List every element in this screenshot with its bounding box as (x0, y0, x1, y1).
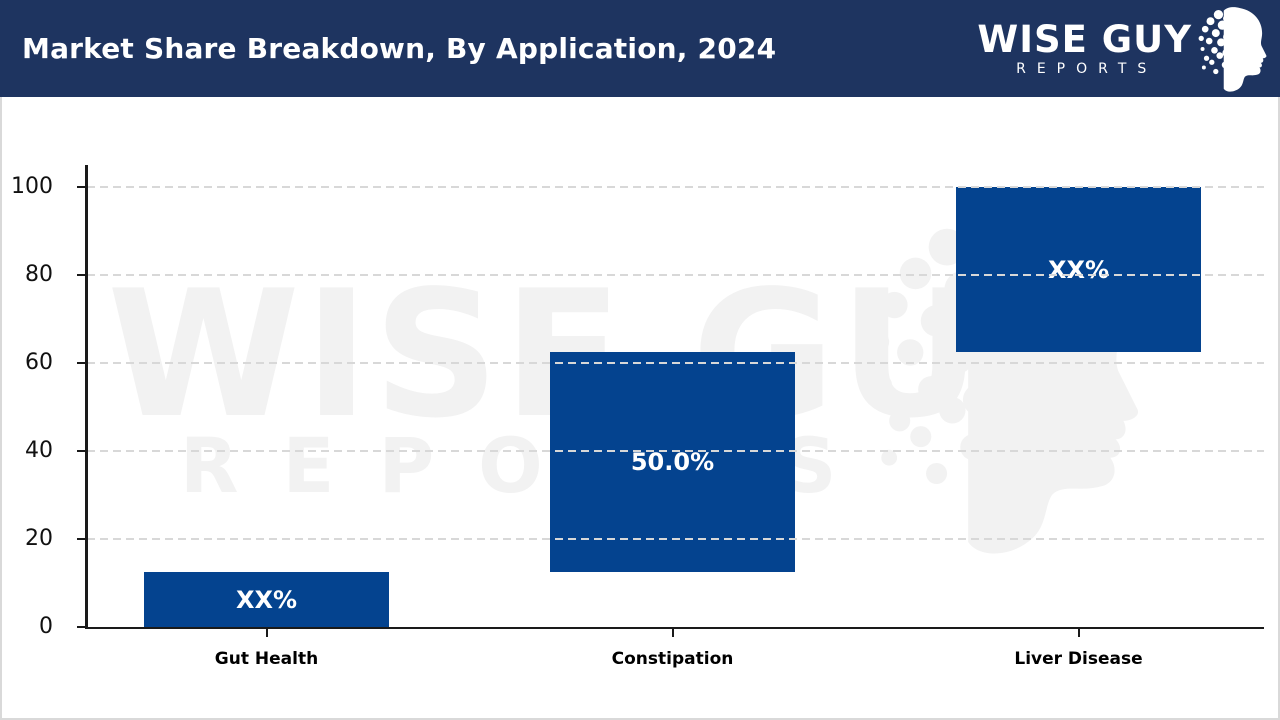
y-tick-mark (77, 626, 85, 628)
y-tick-mark (77, 450, 85, 452)
gridline-60 (87, 362, 1264, 364)
x-category-label: Gut Health (214, 649, 319, 669)
x-category-label: Constipation (611, 649, 734, 669)
y-tick-mark (77, 538, 85, 540)
bar-liver-disease: XX% (956, 187, 1201, 352)
brand-name: WISE GUY (977, 17, 1192, 61)
gridline-80 (87, 274, 1264, 276)
chart-title: Market Share Breakdown, By Application, … (22, 32, 777, 65)
y-tick-label: 0 (39, 614, 53, 639)
gridline-40 (87, 450, 1264, 452)
x-axis-line (85, 626, 1264, 629)
x-tick-mark (1077, 629, 1080, 637)
x-tick-mark (265, 629, 268, 637)
gridline-100 (87, 186, 1264, 188)
y-tick-label: 40 (25, 438, 53, 463)
y-tick-label: 20 (25, 526, 53, 551)
x-tick-mark (671, 629, 674, 637)
bar-constipation: 50.0% (550, 352, 795, 572)
y-tick-mark (77, 186, 85, 188)
x-category-label: Liver Disease (1014, 649, 1143, 669)
bar-gut-health: XX% (144, 572, 389, 627)
wise-guy-head-icon (1198, 6, 1267, 92)
brand-logo: WISE GUY REPORTS (977, 4, 1280, 94)
y-tick-label: 80 (25, 262, 53, 287)
y-tick-label: 60 (25, 350, 53, 375)
bar-value-label: XX% (1047, 255, 1110, 284)
brand-subtitle: REPORTS (1016, 60, 1158, 77)
bar-value-label: 50.0% (630, 448, 715, 476)
y-axis-line (85, 165, 88, 629)
brand-wordmark: WISE GUY REPORTS (977, 21, 1192, 77)
y-tick-mark (77, 274, 85, 276)
gridline-20 (87, 538, 1264, 540)
y-tick-label: 100 (11, 174, 53, 199)
plot-area: XX% Gut Health 50.0% Constipation XX% Liver D… (11, 165, 1264, 669)
y-tick-mark (77, 362, 85, 364)
header-bar: Market Share Breakdown, By Application, … (0, 0, 1280, 97)
bar-value-label: XX% (235, 585, 298, 614)
